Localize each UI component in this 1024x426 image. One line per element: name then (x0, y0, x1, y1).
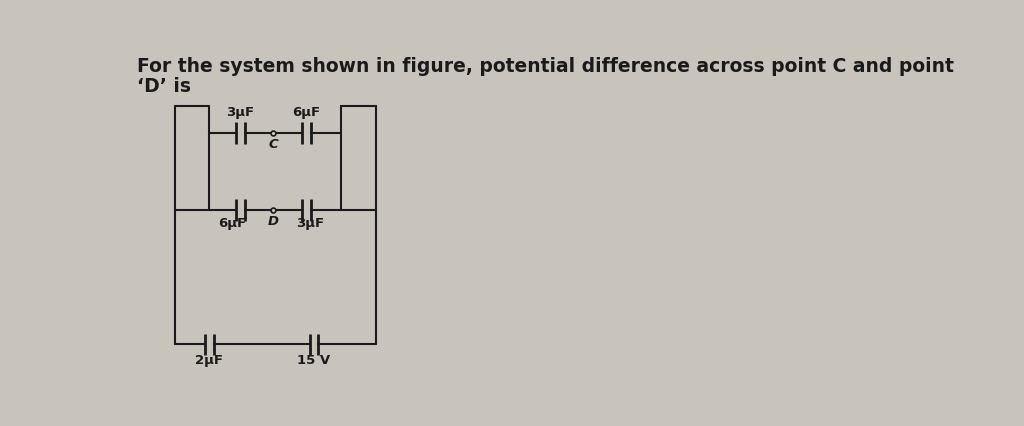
Text: For the system shown in figure, potential difference across point C and point: For the system shown in figure, potentia… (137, 57, 954, 76)
Text: ‘D’ is: ‘D’ is (137, 77, 191, 96)
Text: 3μF: 3μF (296, 217, 325, 230)
Text: C: C (268, 138, 278, 151)
Text: 2μF: 2μF (196, 354, 223, 367)
Text: D: D (267, 215, 279, 228)
Text: 6μF: 6μF (292, 106, 321, 119)
Text: 15 V: 15 V (297, 354, 331, 367)
Text: 3μF: 3μF (226, 106, 254, 119)
Text: 6μF: 6μF (218, 217, 247, 230)
